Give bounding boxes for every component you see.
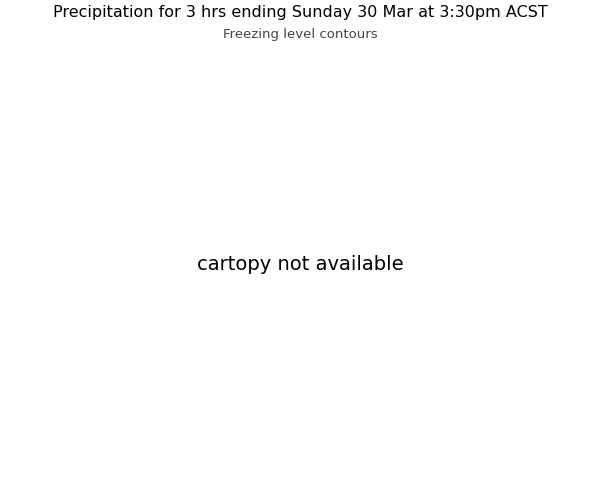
Text: Precipitation for 3 hrs ending Sunday 30 Mar at 3:30pm ACST: Precipitation for 3 hrs ending Sunday 30… (53, 5, 548, 20)
Text: cartopy not available: cartopy not available (197, 255, 404, 274)
Text: Freezing level contours: Freezing level contours (223, 27, 378, 41)
